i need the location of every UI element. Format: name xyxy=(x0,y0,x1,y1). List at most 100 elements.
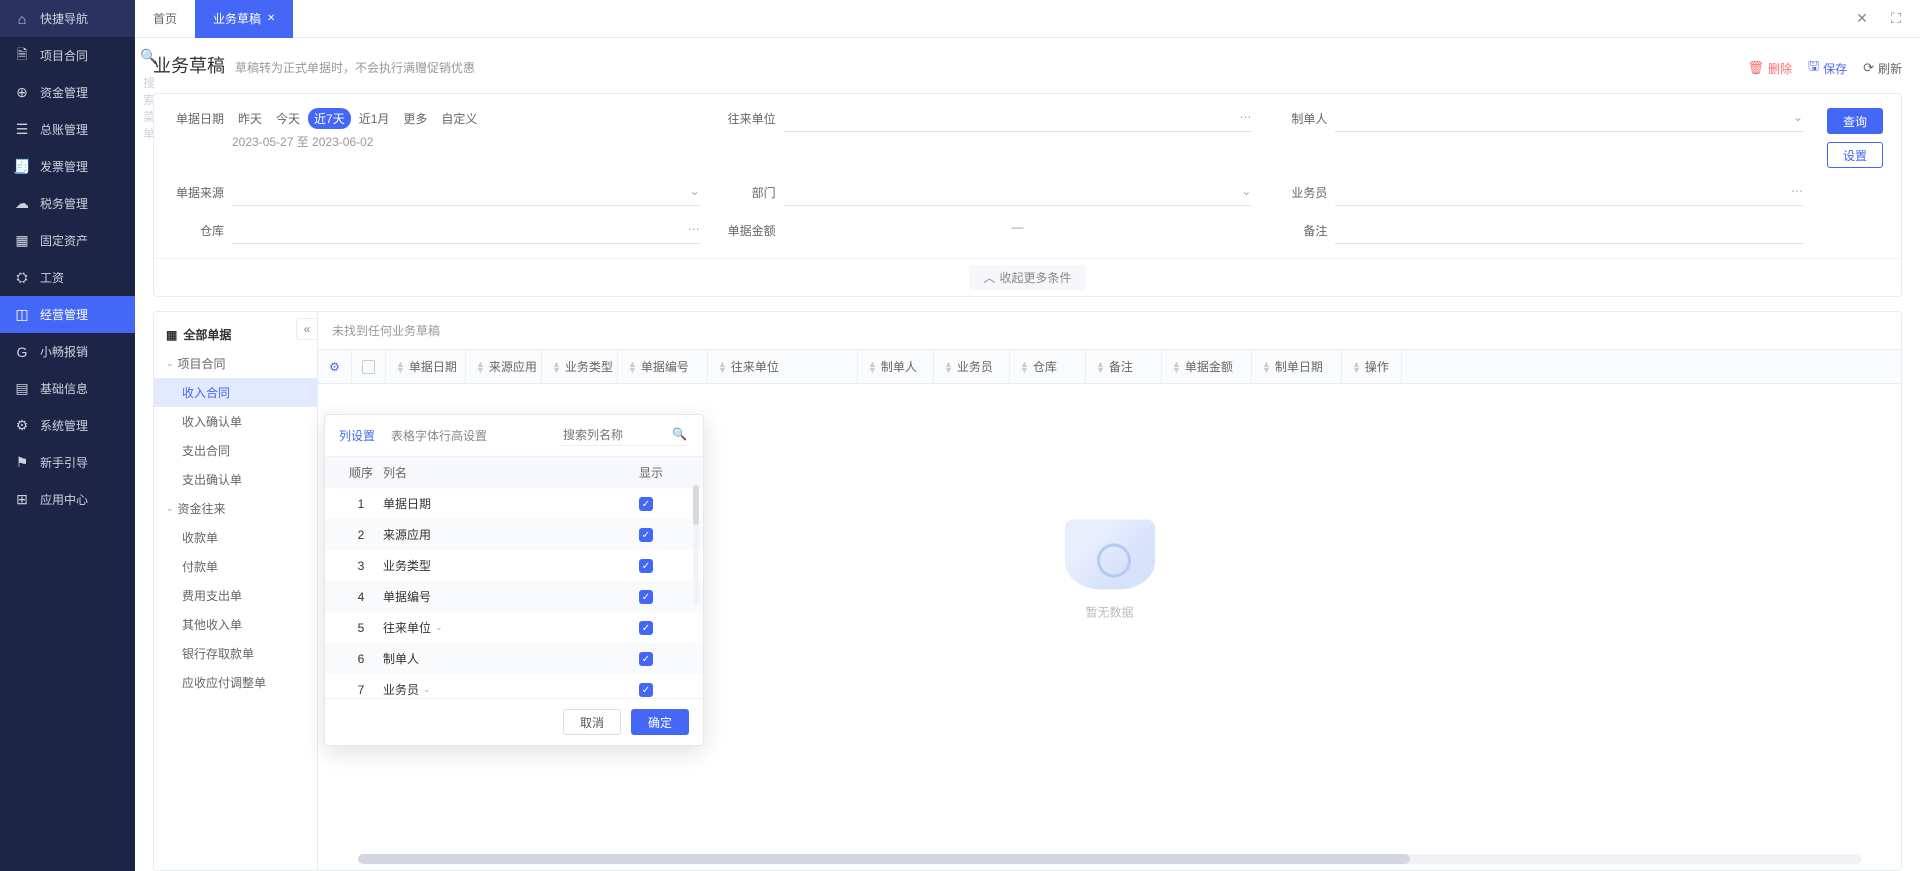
sort-icon: ▲▼ xyxy=(628,361,637,373)
popover-scrollbar[interactable] xyxy=(693,485,699,605)
popover-row[interactable]: 1单据日期✓ xyxy=(325,488,703,519)
query-button[interactable]: 查询 xyxy=(1827,108,1883,134)
sidebar-item[interactable]: ⊕资金管理 xyxy=(0,74,135,111)
tab-home[interactable]: 首页 xyxy=(135,0,195,38)
checkbox-on-icon[interactable]: ✓ xyxy=(639,590,653,604)
tree-leaf[interactable]: 付款单 xyxy=(154,552,317,581)
sidebar-item[interactable]: ☰总账管理 xyxy=(0,111,135,148)
popover-ok-button[interactable]: 确定 xyxy=(631,709,689,735)
sort-icon: ▲▼ xyxy=(868,361,877,373)
tree-leaf[interactable]: 银行存取款单 xyxy=(154,639,317,668)
date-chip[interactable]: 近7天 xyxy=(308,108,351,129)
popover-row[interactable]: 5往来单位 ⌄✓ xyxy=(325,612,703,643)
sidebar-item[interactable]: 🗎项目合同 xyxy=(0,37,135,74)
creator-input[interactable] xyxy=(1335,108,1803,132)
sidebar-item[interactable]: ▦固定资产 xyxy=(0,222,135,259)
refresh-action[interactable]: ⟳刷新 xyxy=(1863,57,1902,79)
table-column-header[interactable]: ▲▼制单人 xyxy=(858,350,934,383)
tree-leaf[interactable]: 其他收入单 xyxy=(154,610,317,639)
collapse-tree-icon[interactable]: « xyxy=(296,318,318,340)
tree-leaf[interactable]: 收入确认单 xyxy=(154,407,317,436)
popover-tab-font[interactable]: 表格字体行高设置 xyxy=(391,427,487,444)
refresh-icon: ⟳ xyxy=(1863,60,1874,76)
date-chip[interactable]: 更多 xyxy=(397,108,433,129)
tree-title[interactable]: ▦ 全部单据 xyxy=(154,320,317,349)
table-column-header[interactable]: ▲▼仓库 xyxy=(1010,350,1086,383)
table-column-header[interactable]: ▲▼备注 xyxy=(1086,350,1162,383)
setting-button[interactable]: 设置 xyxy=(1827,142,1883,168)
tree-leaf[interactable]: 支出合同 xyxy=(154,436,317,465)
sidebar-item[interactable]: ☁税务管理 xyxy=(0,185,135,222)
remark-input[interactable] xyxy=(1335,220,1803,244)
chevron-down-icon[interactable]: ⌄ xyxy=(690,184,700,198)
checkbox-all[interactable] xyxy=(352,350,386,383)
sidebar-item[interactable]: ⚑新手引导 xyxy=(0,444,135,481)
checkbox-on-icon[interactable]: ✓ xyxy=(639,621,653,635)
date-chip[interactable]: 自定义 xyxy=(435,108,483,129)
sidebar-item[interactable]: ◫经营管理 xyxy=(0,296,135,333)
tree-leaf[interactable]: 收款单 xyxy=(154,523,317,552)
checkbox-on-icon[interactable]: ✓ xyxy=(639,497,653,511)
more-icon[interactable]: ⋯ xyxy=(1239,110,1251,124)
partner-input[interactable] xyxy=(784,108,1252,132)
table-column-header[interactable]: ▲▼往来单位 xyxy=(708,350,858,383)
collapse-filters-button[interactable]: ︿ 收起更多条件 xyxy=(969,265,1085,290)
column-settings-icon[interactable]: ⚙ xyxy=(318,350,352,383)
chevron-down-icon[interactable]: ⌄ xyxy=(1793,110,1803,124)
popover-row[interactable]: 6制单人✓ xyxy=(325,643,703,674)
date-chip[interactable]: 今天 xyxy=(270,108,306,129)
sidebar-item-label: 系统管理 xyxy=(40,417,88,434)
close-icon[interactable]: ✕ xyxy=(267,13,275,24)
popover-row[interactable]: 2来源应用✓ xyxy=(325,519,703,550)
table-column-header[interactable]: ▲▼操作 xyxy=(1342,350,1402,383)
popover-search-input[interactable] xyxy=(559,425,689,446)
table-column-header[interactable]: ▲▼业务员 xyxy=(934,350,1010,383)
table-column-header[interactable]: ▲▼业务类型 xyxy=(542,350,618,383)
date-chip[interactable]: 近1月 xyxy=(353,108,396,129)
chevron-down-icon[interactable]: ⌄ xyxy=(1241,184,1251,198)
table-column-header[interactable]: ▲▼单据金额 xyxy=(1162,350,1252,383)
checkbox-on-icon[interactable]: ✓ xyxy=(639,528,653,542)
menu-icon: ◫ xyxy=(14,307,30,323)
tree-leaf[interactable]: 应收应付调整单 xyxy=(154,668,317,697)
checkbox-on-icon[interactable]: ✓ xyxy=(639,559,653,573)
fullscreen-icon[interactable]: ⛶ xyxy=(1886,9,1906,29)
sidebar-item[interactable]: ⌂快捷导航 xyxy=(0,0,135,37)
date-range: 2023-05-27 至 2023-06-02 xyxy=(232,133,700,150)
tree-leaf[interactable]: 收入合同 xyxy=(154,378,317,407)
sidebar-item[interactable]: ⊞应用中心 xyxy=(0,481,135,518)
table-column-header[interactable]: ▲▼单据编号 xyxy=(618,350,708,383)
tree-leaf[interactable]: 支出确认单 xyxy=(154,465,317,494)
sidebar-item[interactable]: ▤基础信息 xyxy=(0,370,135,407)
popover-row[interactable]: 4单据编号✓ xyxy=(325,581,703,612)
sidebar-item[interactable]: ⛭工资 xyxy=(0,259,135,296)
tree-group[interactable]: ⌄ 项目合同 xyxy=(154,349,317,378)
popover-cancel-button[interactable]: 取消 xyxy=(563,709,621,735)
close-panel-icon[interactable]: ✕ xyxy=(1852,9,1872,29)
checkbox-on-icon[interactable]: ✓ xyxy=(639,652,653,666)
tab-active[interactable]: 业务草稿 ✕ xyxy=(195,0,293,38)
popover-row[interactable]: 3业务类型✓ xyxy=(325,550,703,581)
warehouse-input[interactable] xyxy=(232,220,700,244)
more-icon[interactable]: ⋯ xyxy=(1791,184,1803,198)
source-input[interactable] xyxy=(232,182,700,206)
horizontal-scrollbar[interactable] xyxy=(358,854,1861,864)
checkbox-on-icon[interactable]: ✓ xyxy=(639,683,653,697)
date-chip[interactable]: 昨天 xyxy=(232,108,268,129)
tree-group[interactable]: ⌄ 资金往来 xyxy=(154,494,317,523)
popover-tab-columns[interactable]: 列设置 xyxy=(339,427,375,444)
table-column-header[interactable]: ▲▼制单日期 xyxy=(1252,350,1342,383)
delete-action[interactable]: 🗑删除 xyxy=(1747,57,1792,79)
sidebar-item[interactable]: 🧾发票管理 xyxy=(0,148,135,185)
search-icon[interactable]: 🔍 xyxy=(672,427,687,441)
sidebar-item[interactable]: G小畅报销 xyxy=(0,333,135,370)
table-column-header[interactable]: ▲▼单据日期 xyxy=(386,350,466,383)
sidebar-item[interactable]: ⚙系统管理 xyxy=(0,407,135,444)
clerk-input[interactable] xyxy=(1335,182,1803,206)
save-action[interactable]: 🖫保存 xyxy=(1808,57,1847,79)
table-column-header[interactable]: ▲▼来源应用 xyxy=(466,350,542,383)
more-icon[interactable]: ⋯ xyxy=(688,222,700,236)
popover-row[interactable]: 7业务员 ⌄✓ xyxy=(325,674,703,698)
tree-leaf[interactable]: 费用支出单 xyxy=(154,581,317,610)
dept-input[interactable] xyxy=(784,182,1252,206)
